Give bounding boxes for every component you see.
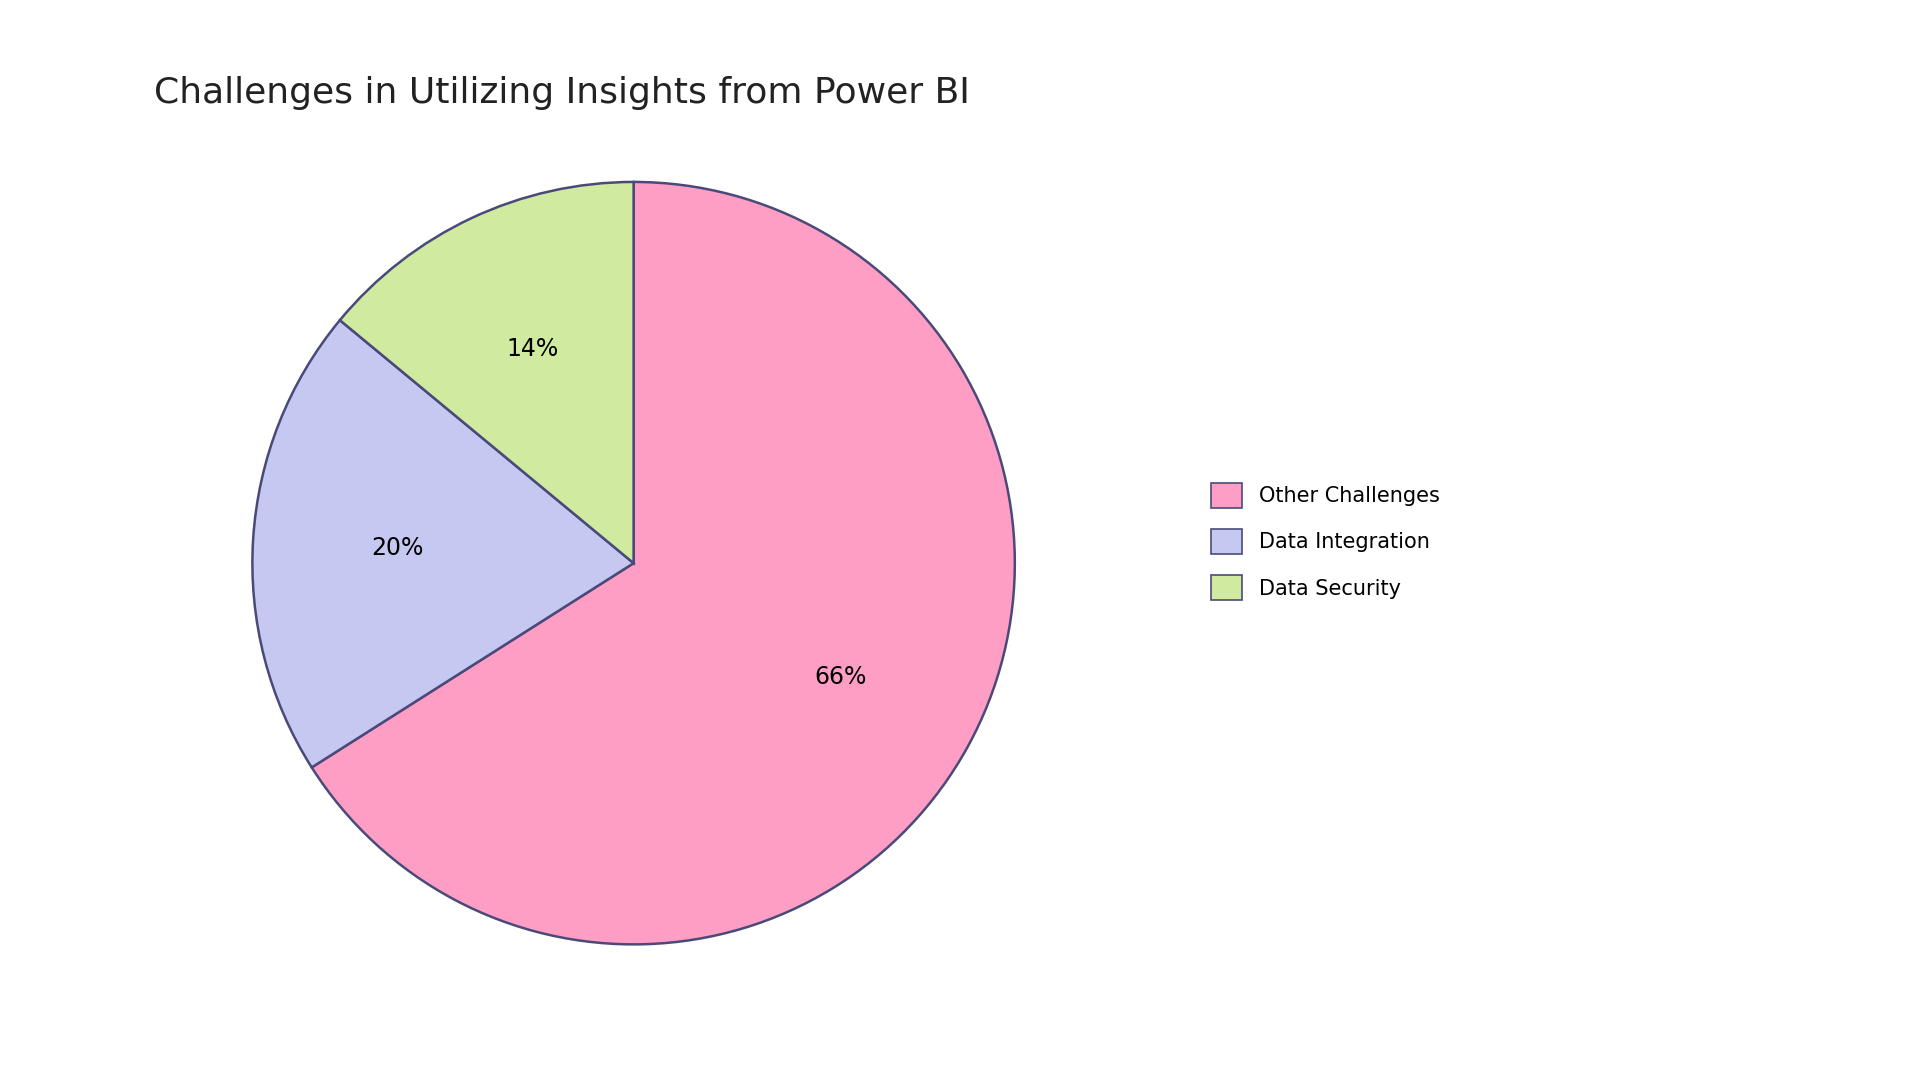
Legend: Other Challenges, Data Integration, Data Security: Other Challenges, Data Integration, Data… <box>1200 472 1450 611</box>
Text: 14%: 14% <box>507 337 559 362</box>
Wedge shape <box>252 321 634 768</box>
Text: Challenges in Utilizing Insights from Power BI: Challenges in Utilizing Insights from Po… <box>154 76 970 109</box>
Wedge shape <box>311 182 1016 944</box>
Text: 20%: 20% <box>372 536 424 560</box>
Wedge shape <box>340 182 634 563</box>
Text: 66%: 66% <box>814 665 868 689</box>
